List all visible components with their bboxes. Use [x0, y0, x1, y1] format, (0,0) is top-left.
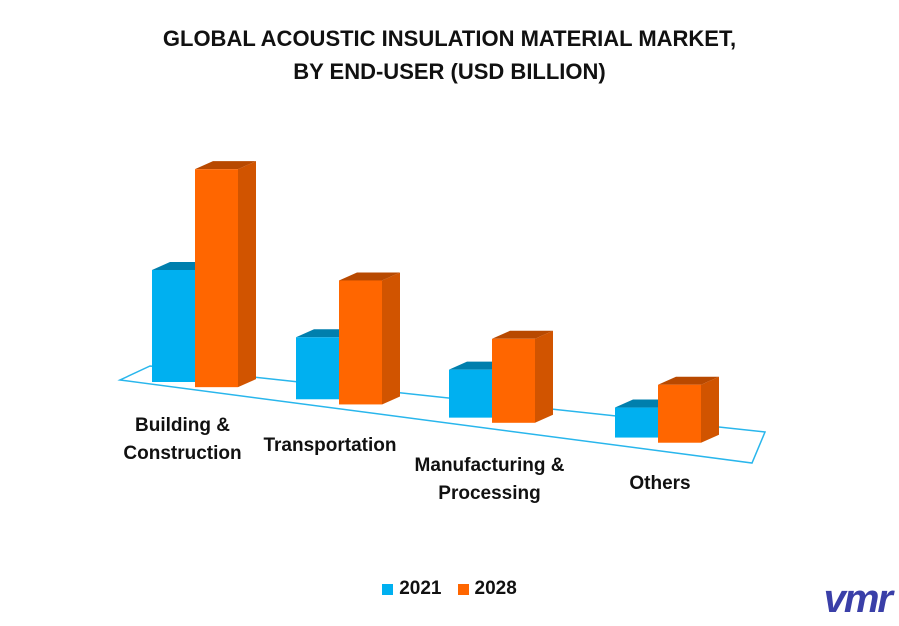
bar-top [492, 330, 553, 339]
bar-side [701, 376, 719, 443]
x-tick-label: Transportation [263, 435, 397, 456]
bar [339, 280, 382, 405]
bar-top [658, 376, 719, 385]
legend-label: 2021 [399, 578, 442, 599]
bar [296, 337, 339, 400]
bar-top [339, 272, 400, 281]
logo: vmr [823, 577, 893, 621]
bar-side [535, 330, 553, 423]
bar-side [238, 161, 256, 388]
x-tick-label: Others [629, 473, 691, 494]
legend: 2021 2028 [0, 578, 899, 601]
legend-label: 2028 [474, 578, 517, 599]
bar-top [195, 161, 256, 170]
bar [492, 338, 535, 423]
bar [195, 169, 238, 388]
x-tick-label: Manufacturing & Processing [414, 455, 565, 504]
chart-title: GLOBAL ACOUSTIC INSULATION MATERIAL MARK… [162, 26, 737, 84]
bar [615, 407, 658, 438]
bar [658, 384, 701, 443]
legend-item: 2021 [382, 578, 442, 600]
x-tick-label: Building & Construction [123, 415, 242, 464]
bar [449, 369, 492, 418]
legend-item: 2028 [457, 578, 517, 600]
legend-swatch [382, 583, 394, 595]
legend-swatch [457, 583, 469, 595]
bar-side [382, 272, 400, 405]
floor [117, 365, 767, 464]
bar [152, 270, 195, 382]
